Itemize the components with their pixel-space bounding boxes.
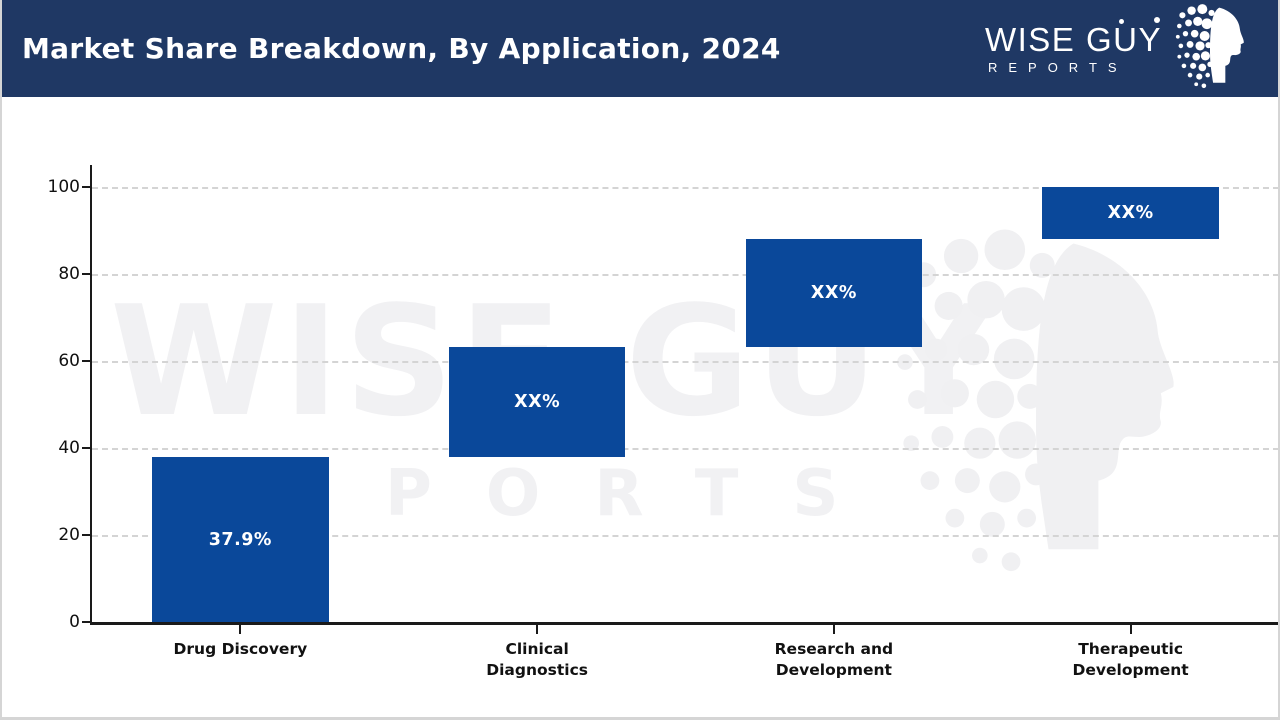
y-tick-label-40: 40 <box>58 437 80 458</box>
y-tick-100 <box>82 185 91 188</box>
bar-segment: XX% <box>745 238 923 347</box>
logo-dot-icon <box>1154 16 1160 23</box>
bar-value-label: XX% <box>810 282 857 303</box>
x-category-label: Research and Development <box>774 640 894 679</box>
wiseguy-logo-line1: WISE GUY <box>984 20 1162 58</box>
header-banner: Market Share Breakdown, By Application, … <box>2 0 1278 97</box>
chart-area: WISE GUY REPORTS 0 20 40 60 80 100 37.9% Drug D… <box>2 97 1278 717</box>
bar-value-label: XX% <box>514 391 561 412</box>
bar-segment: 37.9% <box>152 457 329 622</box>
wiseguy-head-icon <box>1168 3 1252 95</box>
y-tick-20 <box>82 533 91 536</box>
gridline-60 <box>92 360 1278 363</box>
y-tick-label-80: 80 <box>58 263 80 284</box>
bar-segment: XX% <box>448 346 626 458</box>
y-tick-label-60: 60 <box>58 350 80 371</box>
x-category-label: Clinical Diagnostics <box>486 640 589 679</box>
y-tick-0 <box>82 621 91 623</box>
bar-value-label: XX% <box>1107 202 1154 223</box>
x-tick <box>1129 625 1132 634</box>
gridline-100 <box>92 186 1278 189</box>
gridline-80 <box>92 273 1278 276</box>
wiseguy-logo: WISE GUY REPORTS <box>985 3 1252 95</box>
y-tick-label-100: 100 <box>47 176 80 197</box>
bar-segment: XX% <box>1042 186 1219 239</box>
logo-dot-icon <box>1119 18 1124 24</box>
watermark-head-icon <box>880 223 1192 601</box>
x-tick <box>239 625 242 634</box>
plot-area: WISE GUY REPORTS 0 20 40 60 80 100 37.9% Drug D… <box>48 165 1278 679</box>
gridline-40 <box>92 447 1278 450</box>
chart-title: Market Share Breakdown, By Application, … <box>22 32 781 65</box>
bar-value-label: 37.9% <box>208 529 272 550</box>
gridline-20 <box>92 534 1278 537</box>
y-tick-label-20: 20 <box>58 524 80 545</box>
x-tick <box>832 625 835 634</box>
wiseguy-logo-line2: REPORTS <box>987 59 1128 75</box>
y-tick-80 <box>82 272 91 275</box>
wiseguy-logo-text: WISE GUY REPORTS <box>984 16 1162 75</box>
x-category-label: Therapeutic Development <box>1072 640 1189 679</box>
y-tick-60 <box>82 359 91 362</box>
y-tick-40 <box>82 446 91 449</box>
x-tick <box>536 625 539 634</box>
x-category-label: Drug Discovery <box>173 640 308 658</box>
y-tick-label-0: 0 <box>69 612 80 632</box>
